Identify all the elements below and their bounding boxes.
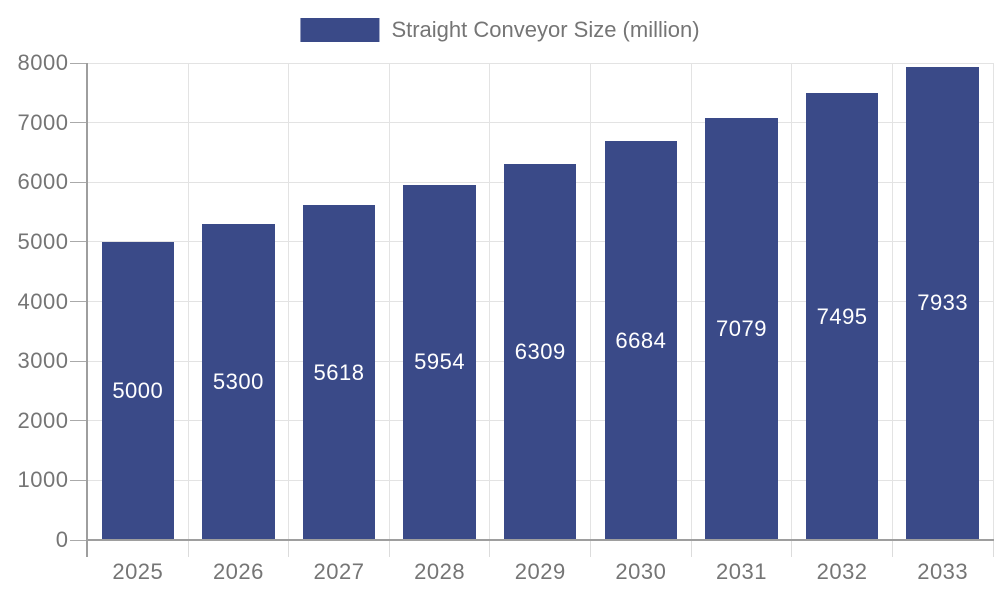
bar [101,241,175,540]
x-gridline [690,63,692,540]
bar [705,117,778,540]
y-tick-label: 3000 [17,348,69,374]
bar-value-label: 7079 [715,315,767,341]
legend-swatch [300,18,380,42]
x-tick [87,540,88,557]
x-gridline [590,63,592,540]
x-tick-label: 2033 [917,559,969,584]
y-tick-label: 0 [55,527,69,552]
y-tick-label: 6000 [17,169,69,195]
y-tick [69,539,88,541]
x-tick [187,540,189,557]
x-gridline [891,63,893,540]
bar [805,93,879,540]
legend-label: Straight Conveyor Size (million) [391,17,700,42]
bar [504,163,577,540]
x-gridline [489,63,491,540]
x-tick-label: 2025 [112,559,164,584]
y-tick-label: 2000 [17,407,69,433]
bar-value-label: 6309 [514,338,566,364]
x-tick [690,540,692,557]
y-tick [69,241,88,243]
x-tick [590,540,592,557]
x-gridline [187,63,189,540]
bar-value-label: 6684 [615,327,667,353]
bar-value-label: 7933 [917,290,969,316]
x-gridline [388,63,390,540]
x-tick [489,540,491,557]
bar [302,205,376,540]
y-gridline [87,62,993,64]
x-tick-label: 2026 [212,559,264,584]
bar-value-label: 7495 [816,303,868,329]
y-tick [69,479,88,481]
x-tick-label: 2029 [514,559,566,584]
y-tick-label: 7000 [17,109,69,135]
x-tick [288,540,290,557]
y-axis-line [86,63,88,557]
bar-value-label: 5300 [212,368,264,394]
x-tick-label: 2028 [414,559,466,584]
bar [604,141,678,540]
y-tick-label: 1000 [17,467,69,493]
y-tick-label: 5000 [17,228,69,254]
x-tick-label: 2032 [816,559,868,584]
x-axis-line [86,539,994,541]
x-gridline [992,63,994,540]
x-tick-label: 2027 [313,559,365,584]
bar [202,223,275,540]
y-tick-label: 8000 [17,50,69,75]
y-tick [69,420,88,422]
x-gridline [288,63,290,540]
y-tick [69,62,88,64]
legend: Straight Conveyor Size (million) [300,17,700,43]
y-tick [69,360,88,362]
y-tick [69,181,88,183]
y-tick-label: 4000 [17,288,69,314]
x-tick [791,540,793,557]
bar [403,184,476,540]
y-tick [69,301,88,302]
bar-value-label: 5618 [313,359,365,385]
x-tick-label: 2030 [615,559,667,584]
bar-value-label: 5954 [414,349,466,375]
x-tick [992,540,994,557]
x-tick [891,540,893,557]
x-tick-label: 2031 [715,559,767,584]
bar-value-label: 5000 [112,377,164,403]
y-gridline [87,122,993,124]
x-gridline [791,63,793,540]
x-tick [388,540,390,557]
bar [906,66,979,540]
y-tick [69,122,88,124]
